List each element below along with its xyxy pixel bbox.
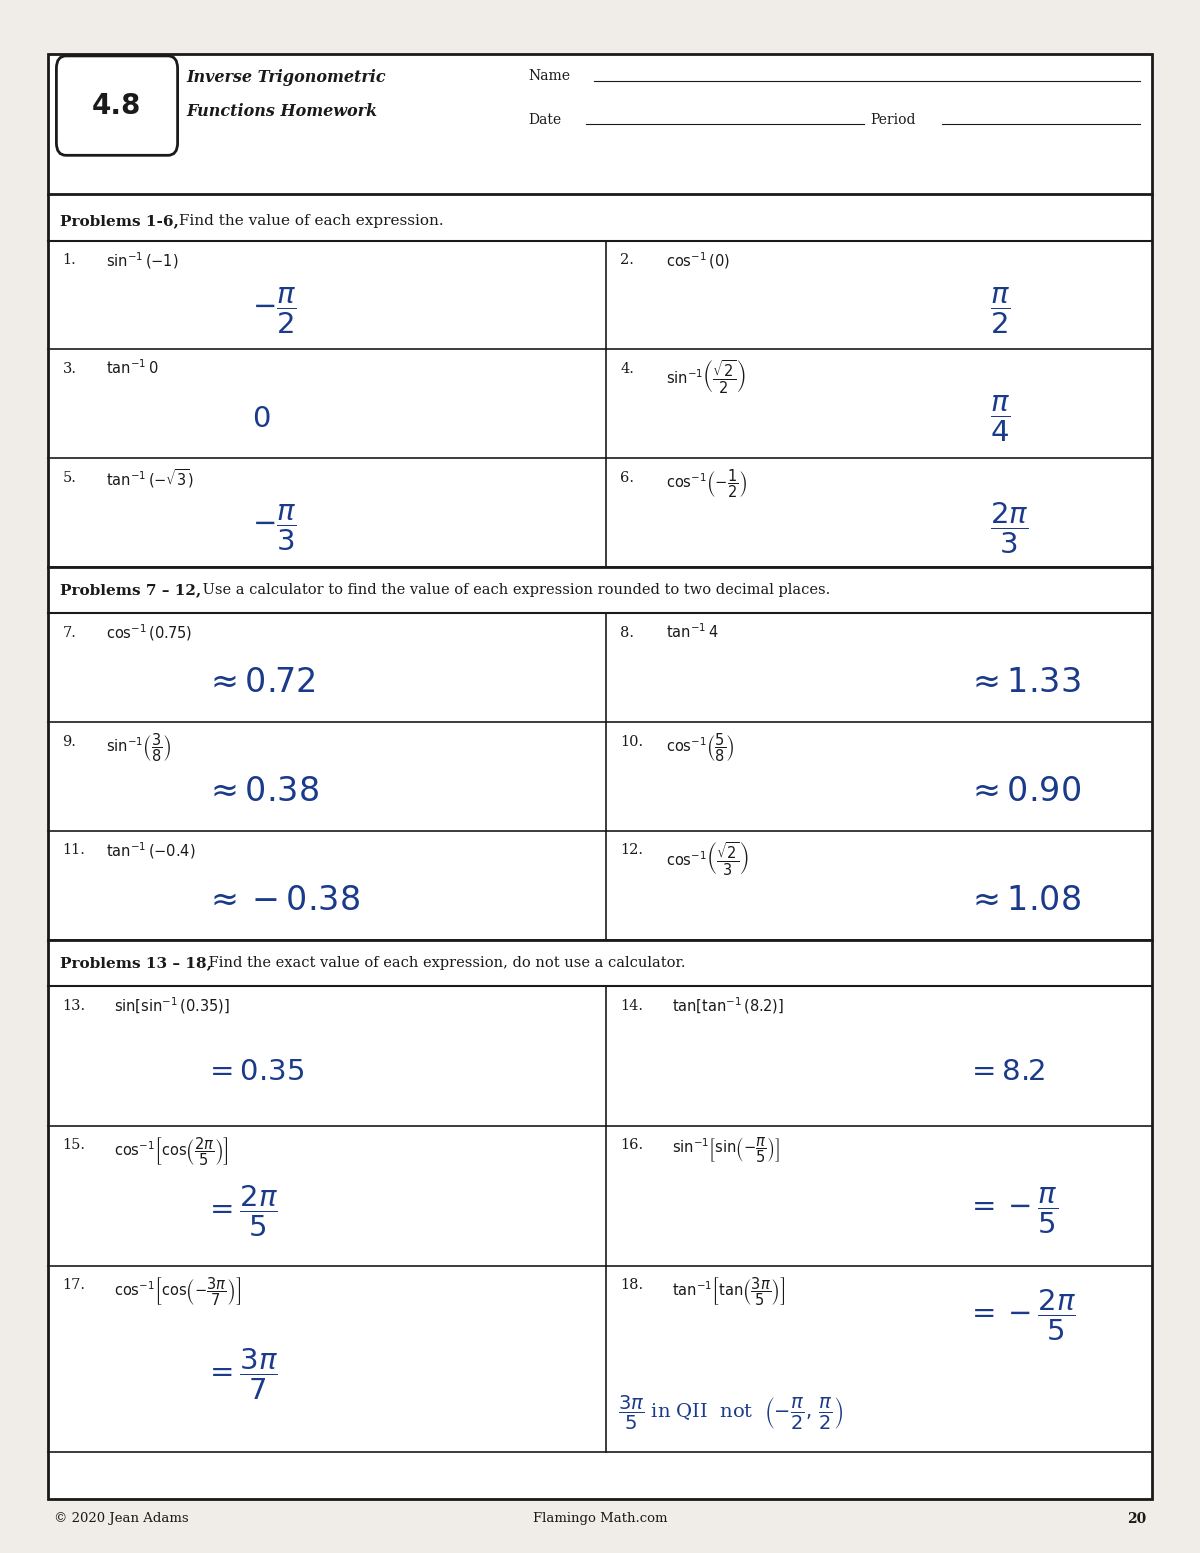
Text: $= 8.2$: $= 8.2$ [966, 1058, 1045, 1086]
Text: $\dfrac{\pi}{2}$: $\dfrac{\pi}{2}$ [990, 286, 1010, 335]
Text: $\dfrac{\pi}{4}$: $\dfrac{\pi}{4}$ [990, 394, 1010, 444]
Text: $\approx 1.08$: $\approx 1.08$ [966, 885, 1081, 916]
Text: $\tan^{-1}0$: $\tan^{-1}0$ [106, 359, 158, 377]
Text: $\tan^{-1}(-0.4)$: $\tan^{-1}(-0.4)$ [106, 840, 196, 860]
Text: $-\dfrac{\pi}{2}$: $-\dfrac{\pi}{2}$ [252, 286, 296, 335]
Text: $\tan^{-1}(-\sqrt{3})$: $\tan^{-1}(-\sqrt{3})$ [106, 467, 193, 491]
Text: $=\dfrac{2\pi}{5}$: $=\dfrac{2\pi}{5}$ [204, 1183, 278, 1239]
Text: $\sin^{-1}(-1)$: $\sin^{-1}(-1)$ [106, 250, 179, 270]
Text: 12.: 12. [620, 843, 643, 857]
Text: Inverse Trigonometric: Inverse Trigonometric [186, 70, 385, 85]
Text: $\dfrac{3\pi}{5}$ in QII  not  $\left(-\dfrac{\pi}{2},\, \dfrac{\pi}{2}\right)$: $\dfrac{3\pi}{5}$ in QII not $\left(-\df… [618, 1395, 844, 1432]
Text: $= 0.35$: $= 0.35$ [204, 1058, 304, 1086]
Text: 5.: 5. [62, 471, 77, 485]
Text: $\cos^{-1}\!\left[\cos\!\left(-\dfrac{3\pi}{7}\right)\right]$: $\cos^{-1}\!\left[\cos\!\left(-\dfrac{3\… [114, 1275, 241, 1308]
Text: 15.: 15. [62, 1138, 85, 1152]
Text: $0$: $0$ [252, 405, 270, 433]
Text: Find the exact value of each expression, do not use a calculator.: Find the exact value of each expression,… [204, 955, 685, 971]
Text: Use a calculator to find the value of each expression rounded to two decimal pla: Use a calculator to find the value of ea… [198, 582, 830, 598]
Text: © 2020 Jean Adams: © 2020 Jean Adams [54, 1513, 188, 1525]
Text: Functions Homework: Functions Homework [186, 104, 377, 120]
Text: 11.: 11. [62, 843, 85, 857]
Text: Name: Name [528, 68, 570, 84]
Text: 9.: 9. [62, 735, 77, 749]
Text: $\cos^{-1}\!\left(\dfrac{5}{8}\right)$: $\cos^{-1}\!\left(\dfrac{5}{8}\right)$ [666, 731, 734, 764]
Text: $\cos^{-1}\!\left[\cos\!\left(\dfrac{2\pi}{5}\right)\right]$: $\cos^{-1}\!\left[\cos\!\left(\dfrac{2\p… [114, 1135, 229, 1168]
Text: 4.8: 4.8 [91, 92, 142, 120]
Text: 4.: 4. [620, 362, 635, 376]
Text: $\dfrac{2\pi}{3}$: $\dfrac{2\pi}{3}$ [990, 500, 1028, 556]
Text: $\cos^{-1}\!\left(\dfrac{\sqrt{2}}{3}\right)$: $\cos^{-1}\!\left(\dfrac{\sqrt{2}}{3}\ri… [666, 840, 749, 877]
Text: 13.: 13. [62, 999, 85, 1013]
Text: Find the value of each expression.: Find the value of each expression. [174, 214, 444, 228]
Text: $\sin[\sin^{-1}(0.35)]$: $\sin[\sin^{-1}(0.35)]$ [114, 995, 230, 1016]
Text: $\approx 0.72$: $\approx 0.72$ [204, 668, 316, 699]
Text: $=-\dfrac{2\pi}{5}$: $=-\dfrac{2\pi}{5}$ [966, 1287, 1076, 1343]
Text: Period: Period [870, 112, 916, 127]
Text: $\cos^{-1}(0.75)$: $\cos^{-1}(0.75)$ [106, 623, 192, 643]
FancyBboxPatch shape [56, 56, 178, 155]
Text: Problems 7 – 12,: Problems 7 – 12, [60, 582, 202, 598]
Text: $\approx 1.33$: $\approx 1.33$ [966, 668, 1081, 699]
Text: 2.: 2. [620, 253, 635, 267]
Text: $=\dfrac{3\pi}{7}$: $=\dfrac{3\pi}{7}$ [204, 1346, 278, 1402]
Text: 18.: 18. [620, 1278, 643, 1292]
Text: $\approx 0.38$: $\approx 0.38$ [204, 776, 319, 808]
Text: $=-\dfrac{\pi}{5}$: $=-\dfrac{\pi}{5}$ [966, 1186, 1058, 1236]
Text: 20: 20 [1127, 1511, 1146, 1527]
Text: $\tan^{-1}4$: $\tan^{-1}4$ [666, 623, 719, 641]
Text: 16.: 16. [620, 1138, 643, 1152]
Text: 8.: 8. [620, 626, 635, 640]
Text: 10.: 10. [620, 735, 643, 749]
Text: 1.: 1. [62, 253, 76, 267]
Text: $\sin^{-1}\!\left(\dfrac{3}{8}\right)$: $\sin^{-1}\!\left(\dfrac{3}{8}\right)$ [106, 731, 170, 764]
Text: Flamingo Math.com: Flamingo Math.com [533, 1513, 667, 1525]
Text: 3.: 3. [62, 362, 77, 376]
Text: Date: Date [528, 112, 562, 127]
Text: 14.: 14. [620, 999, 643, 1013]
Text: $\cos^{-1}(0)$: $\cos^{-1}(0)$ [666, 250, 730, 270]
Text: Problems 1-6,: Problems 1-6, [60, 214, 179, 228]
Text: $\cos^{-1}\!\left(-\dfrac{1}{2}\right)$: $\cos^{-1}\!\left(-\dfrac{1}{2}\right)$ [666, 467, 748, 500]
Text: $\sin^{-1}\!\left(\dfrac{\sqrt{2}}{2}\right)$: $\sin^{-1}\!\left(\dfrac{\sqrt{2}}{2}\ri… [666, 359, 745, 396]
Text: Problems 13 – 18,: Problems 13 – 18, [60, 955, 212, 971]
Text: $\sin^{-1}\!\left[\sin\!\left(-\dfrac{\pi}{5}\right)\right]$: $\sin^{-1}\!\left[\sin\!\left(-\dfrac{\p… [672, 1135, 780, 1165]
Text: $\tan[\tan^{-1}(8.2)]$: $\tan[\tan^{-1}(8.2)]$ [672, 995, 784, 1016]
Text: 17.: 17. [62, 1278, 85, 1292]
Text: 7.: 7. [62, 626, 77, 640]
Text: $\approx -0.38$: $\approx -0.38$ [204, 885, 360, 916]
Text: $\approx 0.90$: $\approx 0.90$ [966, 776, 1081, 808]
Text: 6.: 6. [620, 471, 635, 485]
Text: $-\dfrac{\pi}{3}$: $-\dfrac{\pi}{3}$ [252, 503, 296, 553]
Text: $\tan^{-1}\!\left[\tan\!\left(\dfrac{3\pi}{5}\right)\right]$: $\tan^{-1}\!\left[\tan\!\left(\dfrac{3\p… [672, 1275, 786, 1308]
